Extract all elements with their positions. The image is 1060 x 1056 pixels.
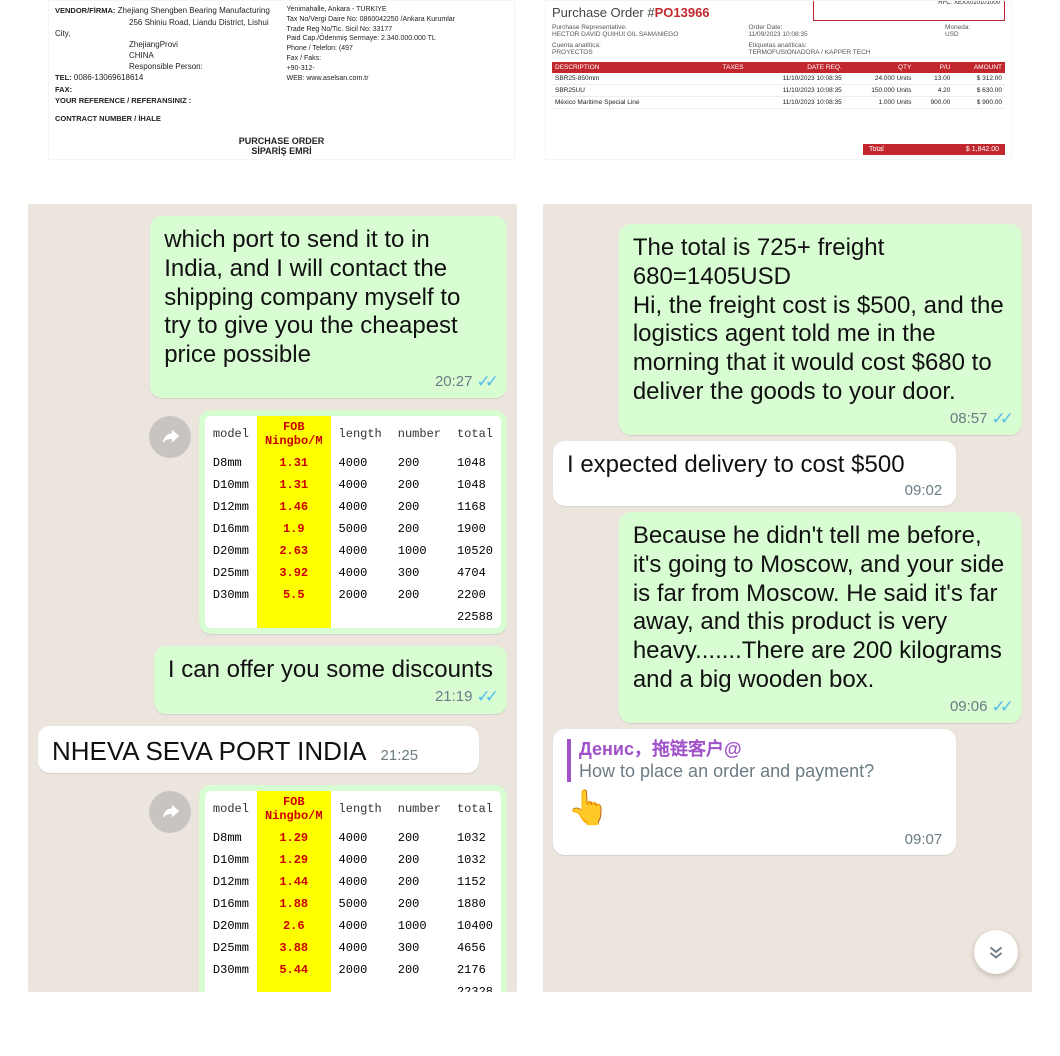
date-value: 11/09/2023 10:08:35	[749, 31, 916, 38]
price-table: modelFOBNingbo/MlengthnumbertotalD8mm1.2…	[205, 791, 501, 992]
message-text: I can offer you some discounts	[168, 656, 493, 683]
timestamp: 09:07	[905, 831, 943, 849]
acct-value: PROYECTOS	[552, 49, 719, 56]
chat-message[interactable]: Because he didn't tell me before, it's g…	[619, 512, 1022, 723]
rep-label: Purchase Representative:	[552, 24, 719, 31]
message-text: NHEVA SEVA PORT INDIA	[52, 736, 367, 767]
timestamp: 21:19	[435, 688, 473, 706]
emoji: 👆	[567, 788, 942, 829]
quote-sender: Денис，拖链客户@	[579, 739, 942, 761]
po-number: PO13966	[655, 5, 710, 20]
read-ticks-icon: ✓✓	[477, 687, 494, 707]
read-ticks-icon: ✓✓	[992, 697, 1009, 717]
chat-message[interactable]: I can offer you some discounts 21:19✓✓	[154, 646, 507, 713]
message-text: Because he didn't tell me before, it's g…	[633, 522, 1004, 693]
tel-label: TEL:	[55, 73, 72, 82]
currency-value: USD	[945, 31, 1005, 38]
rep-value: HECTOR DAVID QUIHUI GIL SAMANIEGO	[552, 31, 719, 38]
chat-image-message[interactable]: modelFOBNingbo/MlengthnumbertotalD8mm1.2…	[199, 785, 507, 992]
timestamp: 09:06	[950, 698, 988, 716]
scroll-down-button[interactable]	[974, 930, 1018, 974]
timestamp: 20:27	[435, 373, 473, 391]
price-table: modelFOBNingbo/MlengthnumbertotalD8mm1.3…	[205, 416, 501, 628]
timestamp: 09:02	[905, 482, 943, 500]
message-text: I expected delivery to cost $500	[567, 451, 905, 478]
po-subtitle: SİPARİŞ EMRİ	[251, 146, 311, 156]
currency-label: Moneda:	[945, 24, 1005, 31]
message-text: which port to send it to in India, and I…	[164, 226, 460, 368]
vendor-label: VENDOR/FİRMA:	[55, 6, 115, 15]
rfc-text: RFC: XEXX010101000	[814, 0, 1004, 8]
purchase-order-doc-left: VENDOR/FİRMA: Zhejiang Shengben Bearing …	[48, 0, 515, 160]
tel-value: 0086-13069618614	[74, 73, 143, 82]
timestamp: 08:57	[950, 410, 988, 428]
chat-message[interactable]: which port to send it to in India, and I…	[150, 216, 507, 398]
timestamp: 21:25	[381, 747, 419, 765]
message-text: The total is 725+ freight 680=1405USD Hi…	[633, 234, 1004, 405]
chat-message[interactable]: I expected delivery to cost $500 09:02	[553, 441, 956, 506]
po-label: Purchase Order #	[552, 5, 655, 20]
chat-left: which port to send it to in India, and I…	[28, 204, 517, 992]
fax-label: FAX:	[55, 85, 72, 94]
total-bar: Total$ 1,842.00	[863, 144, 1005, 155]
tags-value: TERMOFUSIONADORA / KAPPER TECH	[749, 49, 916, 56]
chat-image-message[interactable]: modelFOBNingbo/MlengthnumbertotalD8mm1.3…	[199, 410, 507, 634]
line-items-table: DESCRIPTIONTAXESDATE REQ.QTYP/UAMOUNTSBR…	[552, 62, 1005, 109]
chevron-down-icon	[985, 941, 1007, 963]
contract-label: CONTRACT NUMBER / İHALE	[55, 114, 161, 123]
purchase-order-doc-right: RFC: XEXX010101000 Purchase Order #PO139…	[545, 0, 1012, 160]
quoted-reply: Денис，拖链客户@ How to place an order and pa…	[567, 739, 942, 782]
forward-icon[interactable]	[149, 791, 191, 833]
chat-message[interactable]: NHEVA SEVA PORT INDIA 21:25	[38, 726, 479, 773]
read-ticks-icon: ✓✓	[992, 409, 1009, 429]
read-ticks-icon: ✓✓	[477, 372, 494, 392]
ref-label: YOUR REFERENCE / REFERANSINIZ :	[55, 96, 191, 105]
quote-text: How to place an order and payment?	[579, 761, 942, 783]
po-title: PURCHASE ORDER	[239, 136, 325, 146]
chat-message[interactable]: The total is 725+ freight 680=1405USD Hi…	[619, 224, 1022, 435]
date-label: Order Date:	[749, 24, 916, 31]
tags-label: Etiquetas analíticas:	[749, 42, 916, 49]
chat-right: The total is 725+ freight 680=1405USD Hi…	[543, 204, 1032, 992]
forward-icon[interactable]	[149, 416, 191, 458]
chat-message[interactable]: Денис，拖链客户@ How to place an order and pa…	[553, 729, 956, 855]
acct-label: Cuenta analítica:	[552, 42, 719, 49]
highlight-box: RFC: XEXX010101000	[813, 0, 1005, 21]
